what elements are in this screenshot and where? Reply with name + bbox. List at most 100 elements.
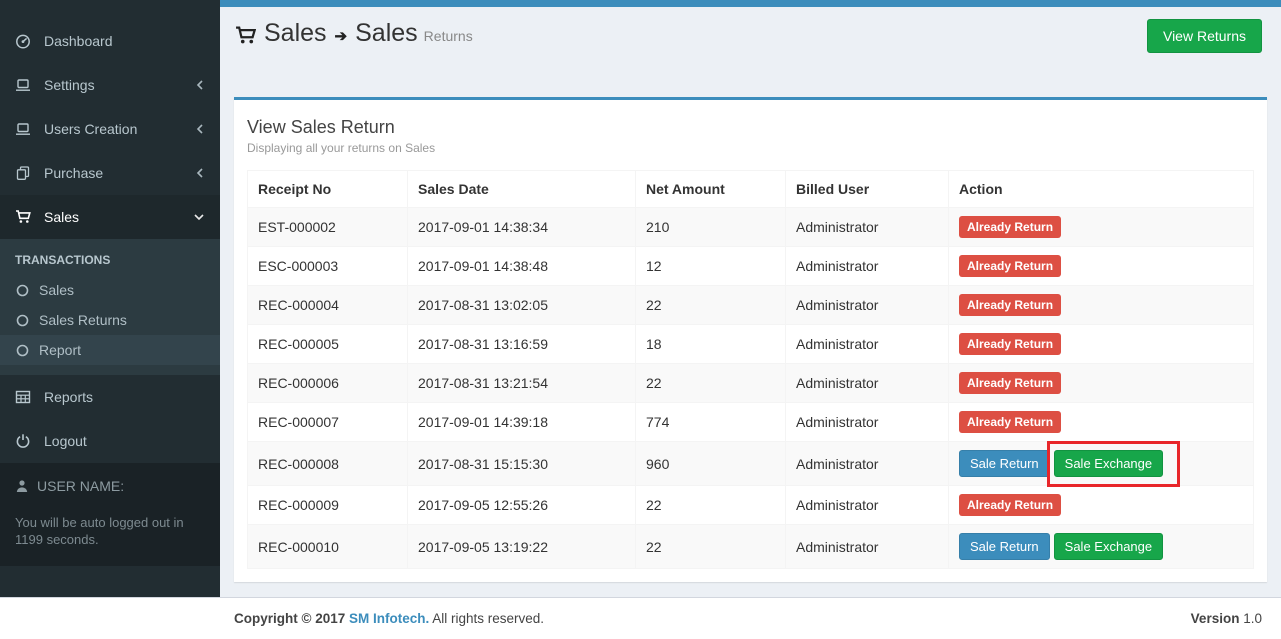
- sidebar-item-label: Logout: [44, 433, 87, 449]
- sales-return-panel: View Sales Return Displaying all your re…: [234, 97, 1267, 582]
- billed-user-cell: Administrator: [785, 207, 949, 247]
- action-cell: Already Return: [948, 207, 1254, 247]
- already-return-badge: Already Return: [959, 372, 1062, 394]
- net-amount-cell: 22: [635, 524, 786, 569]
- action-cell: Already Return: [948, 363, 1254, 403]
- sidebar-item-purchase[interactable]: Purchase: [0, 151, 220, 195]
- sidebar-item-reports[interactable]: Reports: [0, 375, 220, 419]
- version-label: Version: [1190, 611, 1240, 626]
- submenu-item-sales-returns[interactable]: Sales Returns: [0, 305, 220, 335]
- submenu-item-label: Report: [39, 342, 82, 358]
- copy-icon: [15, 165, 39, 181]
- top-accent-bar: [220, 0, 1281, 7]
- sales-date-cell: 2017-08-31 15:15:30: [407, 441, 636, 486]
- column-header: Receipt No: [247, 170, 408, 208]
- column-header: Sales Date: [407, 170, 636, 208]
- sale-return-button[interactable]: Sale Return: [959, 533, 1050, 560]
- copyright-prefix: Copyright © 2017: [234, 611, 346, 626]
- receipt-cell: REC-000005: [247, 324, 408, 364]
- copyright-suffix: All rights reserved.: [432, 611, 545, 626]
- breadcrumb-secondary: Sales: [355, 19, 418, 47]
- sales-date-cell: 2017-08-31 13:16:59: [407, 324, 636, 364]
- laptop-icon: [15, 77, 39, 93]
- receipt-cell: EST-000002: [247, 207, 408, 247]
- view-returns-button[interactable]: View Returns: [1146, 19, 1262, 53]
- user-block: USER NAME: You will be auto logged out i…: [0, 463, 220, 566]
- sale-exchange-button[interactable]: Sale Exchange: [1053, 533, 1164, 560]
- table-row: EST-000002 2017-09-01 14:38:34 210 Administ…: [247, 207, 1254, 247]
- user-name-label: USER NAME:: [37, 478, 125, 494]
- table-row: REC-000006 2017-08-31 13:21:54 22 Administr…: [247, 363, 1254, 403]
- sidebar-item-label: Reports: [44, 389, 94, 405]
- receipt-cell: REC-000009: [247, 485, 408, 525]
- sidebar-item-label: Users Creation: [44, 121, 138, 137]
- panel-title: View Sales Return: [247, 117, 395, 137]
- sales-date-cell: 2017-09-01 14:38:34: [407, 207, 636, 247]
- net-amount-cell: 774: [635, 402, 786, 442]
- submenu-item-sales[interactable]: Sales: [0, 275, 220, 305]
- table-row: REC-000009 2017-09-05 12:55:26 22 Administr…: [247, 485, 1254, 525]
- sales-date-cell: 2017-09-05 13:19:22: [407, 524, 636, 569]
- table-row: REC-000007 2017-09-01 14:39:18 774 Administ…: [247, 402, 1254, 442]
- submenu-item-report[interactable]: Report: [0, 335, 220, 365]
- cart-icon: [15, 209, 39, 225]
- action-cell: Already Return: [948, 402, 1254, 442]
- net-amount-cell: 210: [635, 207, 786, 247]
- billed-user-cell: Administrator: [785, 402, 949, 442]
- sale-return-button[interactable]: Sale Return: [959, 450, 1050, 477]
- page-title: Sales ➔ Sales Returns: [235, 19, 473, 48]
- sidebar-item-settings[interactable]: Settings: [0, 63, 220, 107]
- circle-o-icon: [16, 284, 39, 297]
- chevron-left-icon: [195, 79, 205, 91]
- table-header-row: Receipt No Sales Date Net Amount Billed Use…: [247, 170, 1254, 208]
- already-return-badge: Already Return: [959, 494, 1062, 516]
- submenu-item-label: Sales Returns: [39, 312, 127, 328]
- auto-logout-note: You will be auto logged out in 1199 seco…: [15, 515, 184, 547]
- sidebar-item-label: Purchase: [44, 165, 104, 181]
- billed-user-cell: Administrator: [785, 441, 949, 486]
- sidebar-item-logout[interactable]: Logout: [0, 419, 220, 463]
- sidebar-item-label: Settings: [44, 77, 95, 93]
- net-amount-cell: 22: [635, 485, 786, 525]
- already-return-badge: Already Return: [959, 255, 1062, 277]
- receipt-cell: REC-000010: [247, 524, 408, 569]
- sales-date-cell: 2017-08-31 13:02:05: [407, 285, 636, 325]
- already-return-badge: Already Return: [959, 333, 1062, 355]
- column-header: Action: [948, 170, 1254, 208]
- column-header: Billed User: [785, 170, 949, 208]
- version-text: Version 1.0: [1191, 611, 1262, 626]
- sidebar-item-dashboard[interactable]: Dashboard: [0, 19, 220, 63]
- annotation-highlight-box: Sale Exchange: [1046, 441, 1181, 487]
- sidebar-item-users-creation[interactable]: Users Creation: [0, 107, 220, 151]
- table-row: REC-000008 2017-08-31 15:15:30 960 Administ…: [247, 441, 1254, 487]
- table-body: EST-000002 2017-09-01 14:38:34 210 Administ…: [247, 207, 1254, 569]
- table-row: REC-000005 2017-08-31 13:16:59 18 Administr…: [247, 324, 1254, 364]
- chevron-left-icon: [195, 167, 205, 179]
- sidebar-item-label: Dashboard: [44, 33, 113, 49]
- sale-exchange-button[interactable]: Sale Exchange: [1053, 450, 1164, 477]
- main-content: Sales ➔ Sales Returns View Returns View …: [220, 0, 1281, 597]
- submenu-header: TRANSACTIONS: [15, 253, 111, 267]
- net-amount-cell: 960: [635, 441, 786, 486]
- action-cell: Sale Return Sale Exchange: [948, 441, 1254, 487]
- billed-user-cell: Administrator: [785, 246, 949, 286]
- sidebar-item-sales[interactable]: Sales: [0, 195, 220, 239]
- sidebar-item-label: Sales: [44, 209, 80, 225]
- net-amount-cell: 22: [635, 363, 786, 403]
- net-amount-cell: 22: [635, 285, 786, 325]
- dashboard-icon: [15, 33, 39, 49]
- user-icon: [15, 479, 29, 493]
- sales-date-cell: 2017-09-01 14:38:48: [407, 246, 636, 286]
- table-icon: [15, 389, 39, 405]
- content-header: Sales ➔ Sales Returns View Returns: [220, 7, 1281, 53]
- action-cell: Already Return: [948, 485, 1254, 525]
- copyright-text: Copyright © 2017 SM Infotech. All rights…: [234, 611, 544, 626]
- receipt-cell: ESC-000003: [247, 246, 408, 286]
- sidebar-nav: Dashboard Settings Users Creation: [0, 0, 220, 566]
- table-row: ESC-000003 2017-09-01 14:38:48 12 Administr…: [247, 246, 1254, 286]
- company-link[interactable]: SM Infotech.: [349, 611, 430, 626]
- breadcrumb-suffix: Returns: [423, 28, 473, 44]
- billed-user-cell: Administrator: [785, 324, 949, 364]
- receipt-cell: REC-000004: [247, 285, 408, 325]
